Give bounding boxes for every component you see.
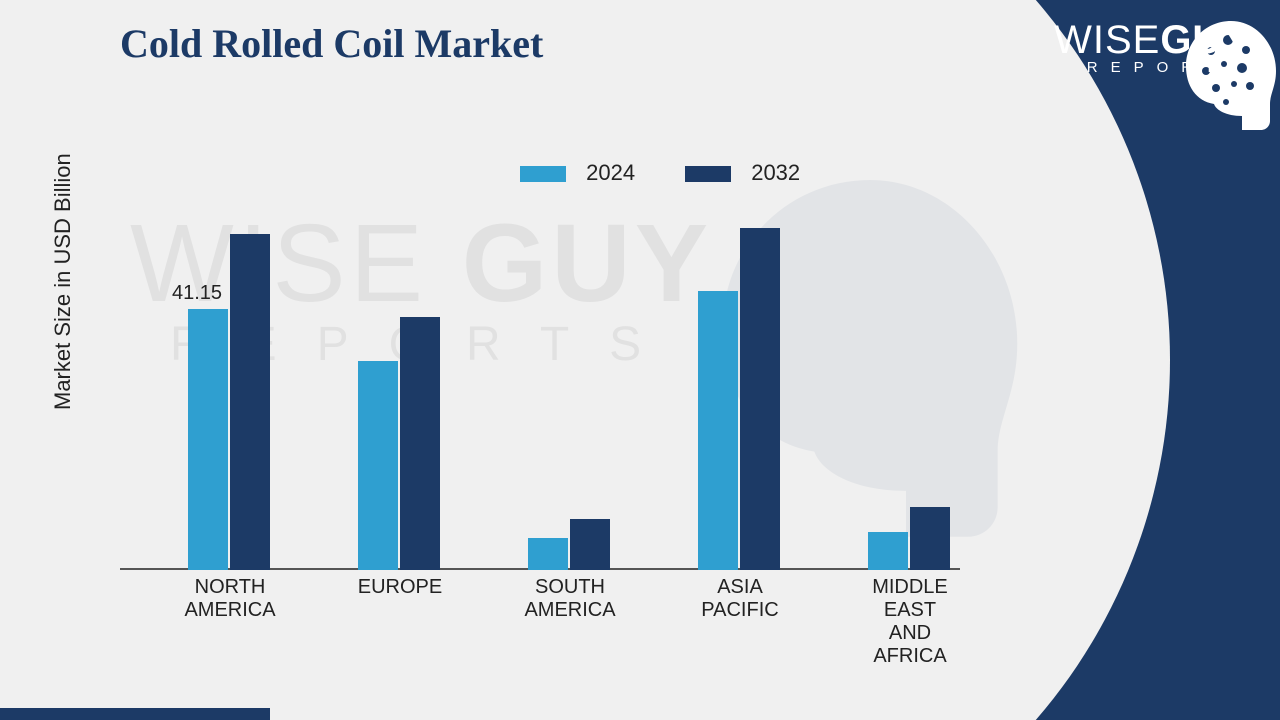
legend-item-2024: 2024 [520, 160, 635, 186]
category-label: EUROPE [330, 576, 470, 599]
bar-2024 [188, 309, 228, 570]
category-label: NORTHAMERICA [160, 576, 300, 622]
chart-legend: 2024 2032 [520, 160, 800, 186]
bar-chart: Market Size in USD Billion 2024 2032 41.… [60, 160, 960, 680]
category-label: MIDDLEEASTANDAFRICA [840, 576, 980, 668]
bar-2024 [868, 532, 908, 570]
bar-2024 [698, 291, 738, 570]
bar-2024 [358, 361, 398, 570]
category-label: ASIAPACIFIC [670, 576, 810, 622]
bar-2032 [400, 317, 440, 570]
bar-2032 [910, 507, 950, 570]
page-root: WISEGUY REPORTS Cold Rolled Coil Market … [0, 0, 1280, 720]
legend-label-2024: 2024 [586, 160, 635, 185]
legend-swatch-2032 [685, 166, 731, 182]
brand-word-2: GUY [1160, 18, 1250, 62]
chart-title: Cold Rolled Coil Market [120, 20, 543, 67]
legend-label-2032: 2032 [751, 160, 800, 185]
bar-2032 [570, 519, 610, 570]
legend-item-2032: 2032 [685, 160, 800, 186]
y-axis-label: Market Size in USD Billion [50, 153, 76, 410]
bar-2032 [740, 228, 780, 570]
bottom-accent-bar [0, 708, 270, 720]
legend-swatch-2024 [520, 166, 566, 182]
bar-2032 [230, 234, 270, 570]
bar-value-label: 41.15 [172, 282, 222, 305]
brand-logo: WISEGUY REPORTS [1054, 18, 1250, 76]
category-label: SOUTHAMERICA [500, 576, 640, 622]
bar-2024 [528, 538, 568, 570]
brand-word-1: WISE [1054, 18, 1160, 62]
plot-area: 41.15 [120, 190, 960, 570]
brand-line1: WISEGUY [1054, 18, 1250, 63]
